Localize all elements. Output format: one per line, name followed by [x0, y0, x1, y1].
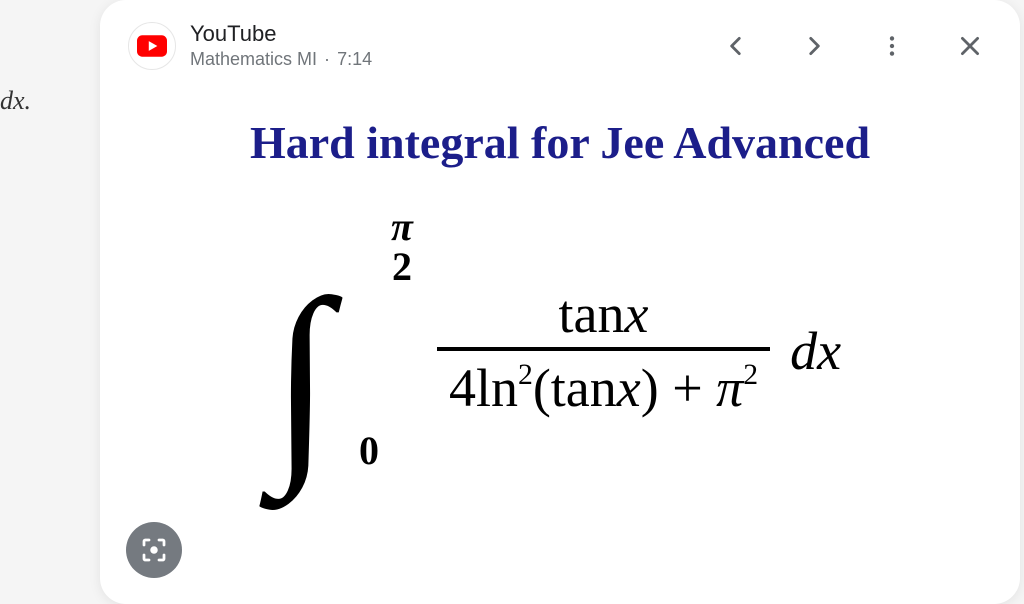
next-button[interactable]	[792, 24, 836, 68]
source-title-block: YouTube Mathematics MI · 7:14	[190, 22, 372, 69]
ln-exponent: 2	[518, 359, 533, 391]
prev-button[interactable]	[714, 24, 758, 68]
preview-card: YouTube Mathematics MI · 7:14	[100, 0, 1020, 604]
more-button[interactable]	[870, 24, 914, 68]
channel-name: Mathematics MI	[190, 49, 317, 69]
background-text-fragment: dx.	[0, 86, 31, 116]
source-name: YouTube	[190, 22, 372, 46]
integral-sign-block: ∫ π 2 0	[279, 241, 419, 461]
youtube-icon	[137, 35, 167, 57]
chevron-right-icon	[801, 33, 827, 59]
lens-icon	[139, 535, 169, 565]
upper-limit-num: π	[377, 207, 427, 247]
video-title: Hard integral for Jee Advanced	[138, 116, 982, 169]
differential: dx	[790, 320, 841, 382]
lens-button[interactable]	[126, 522, 182, 578]
close-button[interactable]	[948, 24, 992, 68]
lower-limit: 0	[359, 427, 379, 474]
integral-expression: ∫ π 2 0 tanx 4ln2(tanx) + π2	[138, 241, 982, 461]
meta-separator: ·	[324, 49, 330, 69]
integrand-fraction: tanx 4ln2(tanx) + π2	[437, 283, 770, 419]
source-logo[interactable]	[128, 22, 176, 70]
upper-limit-den: 2	[377, 247, 427, 287]
close-icon	[957, 33, 983, 59]
card-header: YouTube Mathematics MI · 7:14	[128, 22, 992, 70]
integral-symbol: ∫	[271, 289, 331, 465]
more-vert-icon	[879, 33, 905, 59]
source-meta: Mathematics MI · 7:14	[190, 49, 372, 70]
video-duration: 7:14	[337, 49, 372, 69]
fraction-numerator: tanx	[437, 283, 770, 347]
fraction-denominator: 4ln2(tanx) + π2	[437, 347, 770, 419]
upper-limit: π 2	[377, 207, 427, 287]
chevron-left-icon	[723, 33, 749, 59]
card-content: Hard integral for Jee Advanced ∫ π 2 0 t…	[128, 70, 992, 461]
pi-symbol: π	[716, 358, 743, 418]
pi-exponent: 2	[743, 359, 758, 391]
